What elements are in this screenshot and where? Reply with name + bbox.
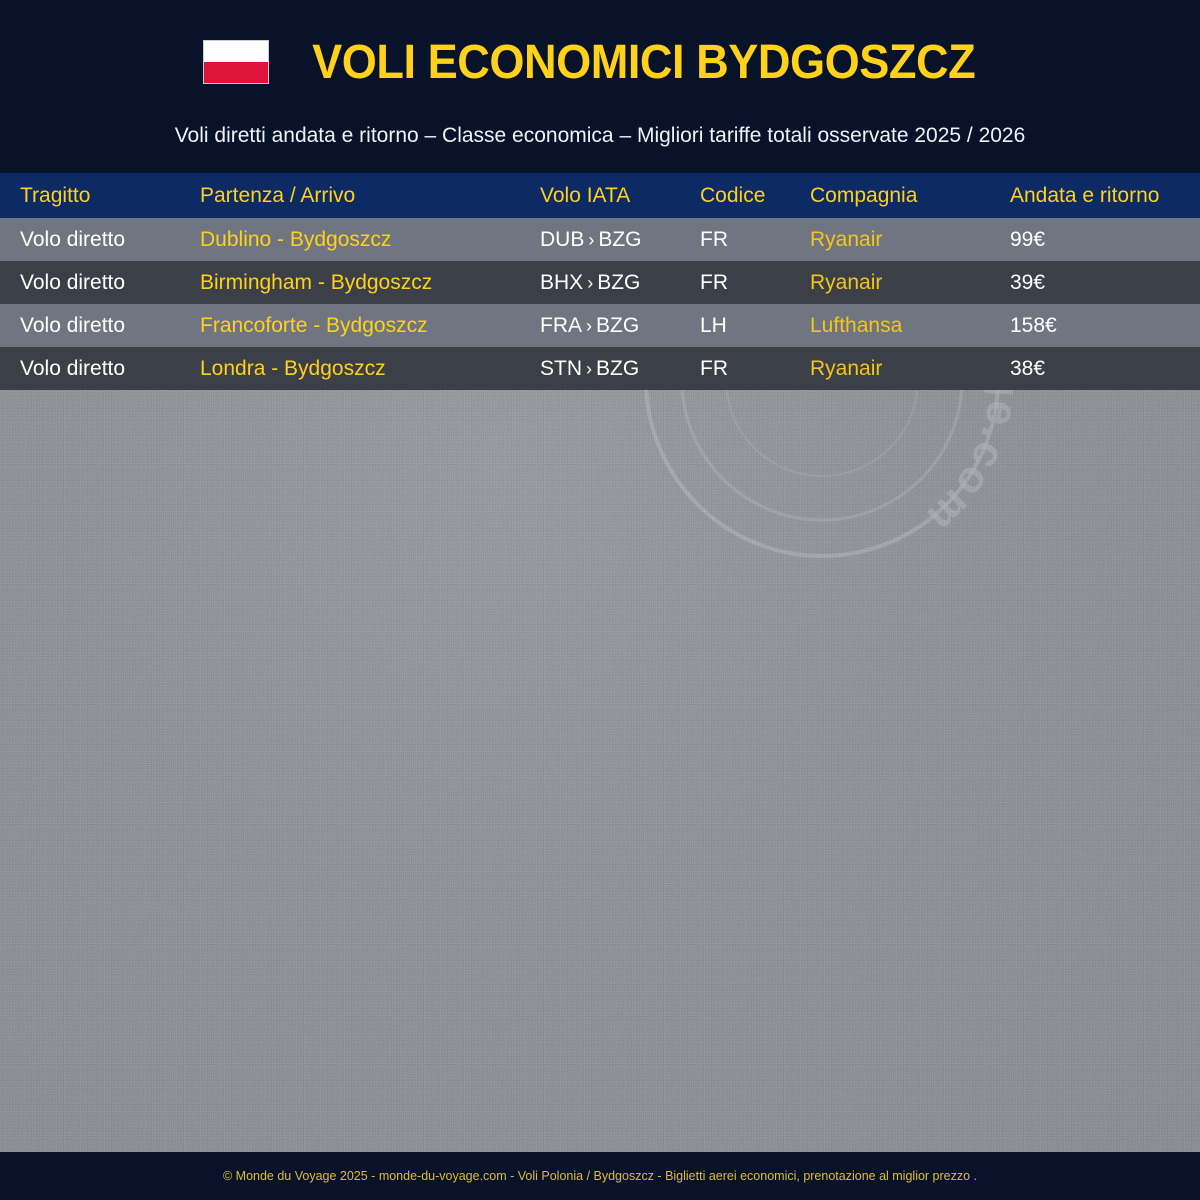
page-title: VOLI ECONOMICI BYDGOSZCZ bbox=[312, 35, 976, 89]
page-footer: © Monde du Voyage 2025 - monde-du-voyage… bbox=[0, 1152, 1200, 1200]
background-photo-area bbox=[0, 173, 1200, 1152]
cell-price: 38€ bbox=[1010, 356, 1046, 380]
cell-price: 39€ bbox=[1010, 270, 1046, 294]
cell-city-pair: Francoforte - Bydgoszcz bbox=[200, 313, 428, 337]
cell-code: FR bbox=[700, 356, 728, 380]
cell-iata: DUB › BZG bbox=[540, 218, 700, 261]
page-header: VOLI ECONOMICI BYDGOSZCZ Voli diretti an… bbox=[0, 0, 1200, 173]
iata-from: STN bbox=[540, 356, 582, 380]
iata-to: BZG bbox=[596, 356, 640, 380]
cell-price: 158€ bbox=[1010, 313, 1057, 337]
cell-iata: FRA › BZG bbox=[540, 304, 700, 347]
iata-arrow-icon: › bbox=[586, 315, 592, 336]
flights-table: Tragitto Partenza / Arrivo Volo IATA Cod… bbox=[0, 173, 1200, 390]
cell-city-pair: Dublino - Bydgoszcz bbox=[200, 227, 392, 251]
cell-iata: STN › BZG bbox=[540, 347, 700, 390]
cell-airline: Ryanair bbox=[810, 270, 883, 294]
poland-flag-icon bbox=[203, 40, 270, 84]
iata-from: FRA bbox=[540, 313, 582, 337]
iata-arrow-icon: › bbox=[586, 358, 592, 379]
cell-city-pair: Londra - Bydgoszcz bbox=[200, 356, 386, 380]
table-header-row: Tragitto Partenza / Arrivo Volo IATA Cod… bbox=[0, 173, 1200, 218]
table-row[interactable]: Volo diretto Birmingham - Bydgoszcz BHX ›… bbox=[0, 261, 1200, 304]
cell-code: FR bbox=[700, 270, 728, 294]
table-row[interactable]: Volo diretto Dublino - Bydgoszcz DUB › BZG… bbox=[0, 218, 1200, 261]
iata-from: DUB bbox=[540, 227, 585, 251]
title-row: VOLI ECONOMICI BYDGOSZCZ bbox=[0, 33, 1200, 91]
cell-route-type: Volo diretto bbox=[20, 227, 126, 251]
cell-code: FR bbox=[700, 227, 728, 251]
iata-arrow-icon: › bbox=[587, 272, 594, 293]
cell-airline: Ryanair bbox=[810, 227, 883, 251]
column-header-andata-e-ritorno[interactable]: Andata e ritorno bbox=[1010, 183, 1160, 207]
table-row[interactable]: Volo diretto Francoforte - Bydgoszcz FRA… bbox=[0, 304, 1200, 347]
footer-copyright-text: © Monde du Voyage 2025 - monde-du-voyage… bbox=[222, 1169, 978, 1183]
iata-from: BHX bbox=[540, 270, 584, 294]
iata-to: BZG bbox=[596, 313, 640, 337]
cell-code: LH bbox=[700, 313, 727, 337]
column-header-volo-iata[interactable]: Volo IATA bbox=[540, 183, 631, 207]
page-subtitle: Voli diretti andata e ritorno – Classe e… bbox=[174, 124, 1026, 147]
table-header: Tragitto Partenza / Arrivo Volo IATA Cod… bbox=[0, 173, 1200, 218]
photo-noise-texture bbox=[0, 173, 1200, 1152]
column-header-compagnia[interactable]: Compagnia bbox=[810, 183, 918, 207]
cell-city-pair: Birmingham - Bydgoszcz bbox=[200, 270, 433, 294]
table-body: Volo diretto Dublino - Bydgoszcz DUB › BZG… bbox=[0, 218, 1200, 390]
iata-to: BZG bbox=[598, 227, 642, 251]
cell-price: 99€ bbox=[1010, 227, 1046, 251]
table-row[interactable]: Volo diretto Londra - Bydgoszcz STN › BZG … bbox=[0, 347, 1200, 390]
cell-route-type: Volo diretto bbox=[20, 356, 126, 380]
column-header-partenza-arrivo[interactable]: Partenza / Arrivo bbox=[200, 183, 356, 207]
iata-arrow-icon: › bbox=[588, 229, 595, 250]
cell-iata: BHX › BZG bbox=[540, 261, 700, 304]
iata-to: BZG bbox=[597, 270, 641, 294]
cell-route-type: Volo diretto bbox=[20, 313, 126, 337]
flag-stripe-red bbox=[204, 62, 269, 83]
flag-stripe-white bbox=[204, 41, 269, 62]
cell-airline: Ryanair bbox=[810, 356, 883, 380]
column-header-tragitto[interactable]: Tragitto bbox=[20, 183, 91, 207]
cell-route-type: Volo diretto bbox=[20, 270, 126, 294]
column-header-codice[interactable]: Codice bbox=[700, 183, 766, 207]
cell-airline: Lufthansa bbox=[810, 313, 903, 337]
